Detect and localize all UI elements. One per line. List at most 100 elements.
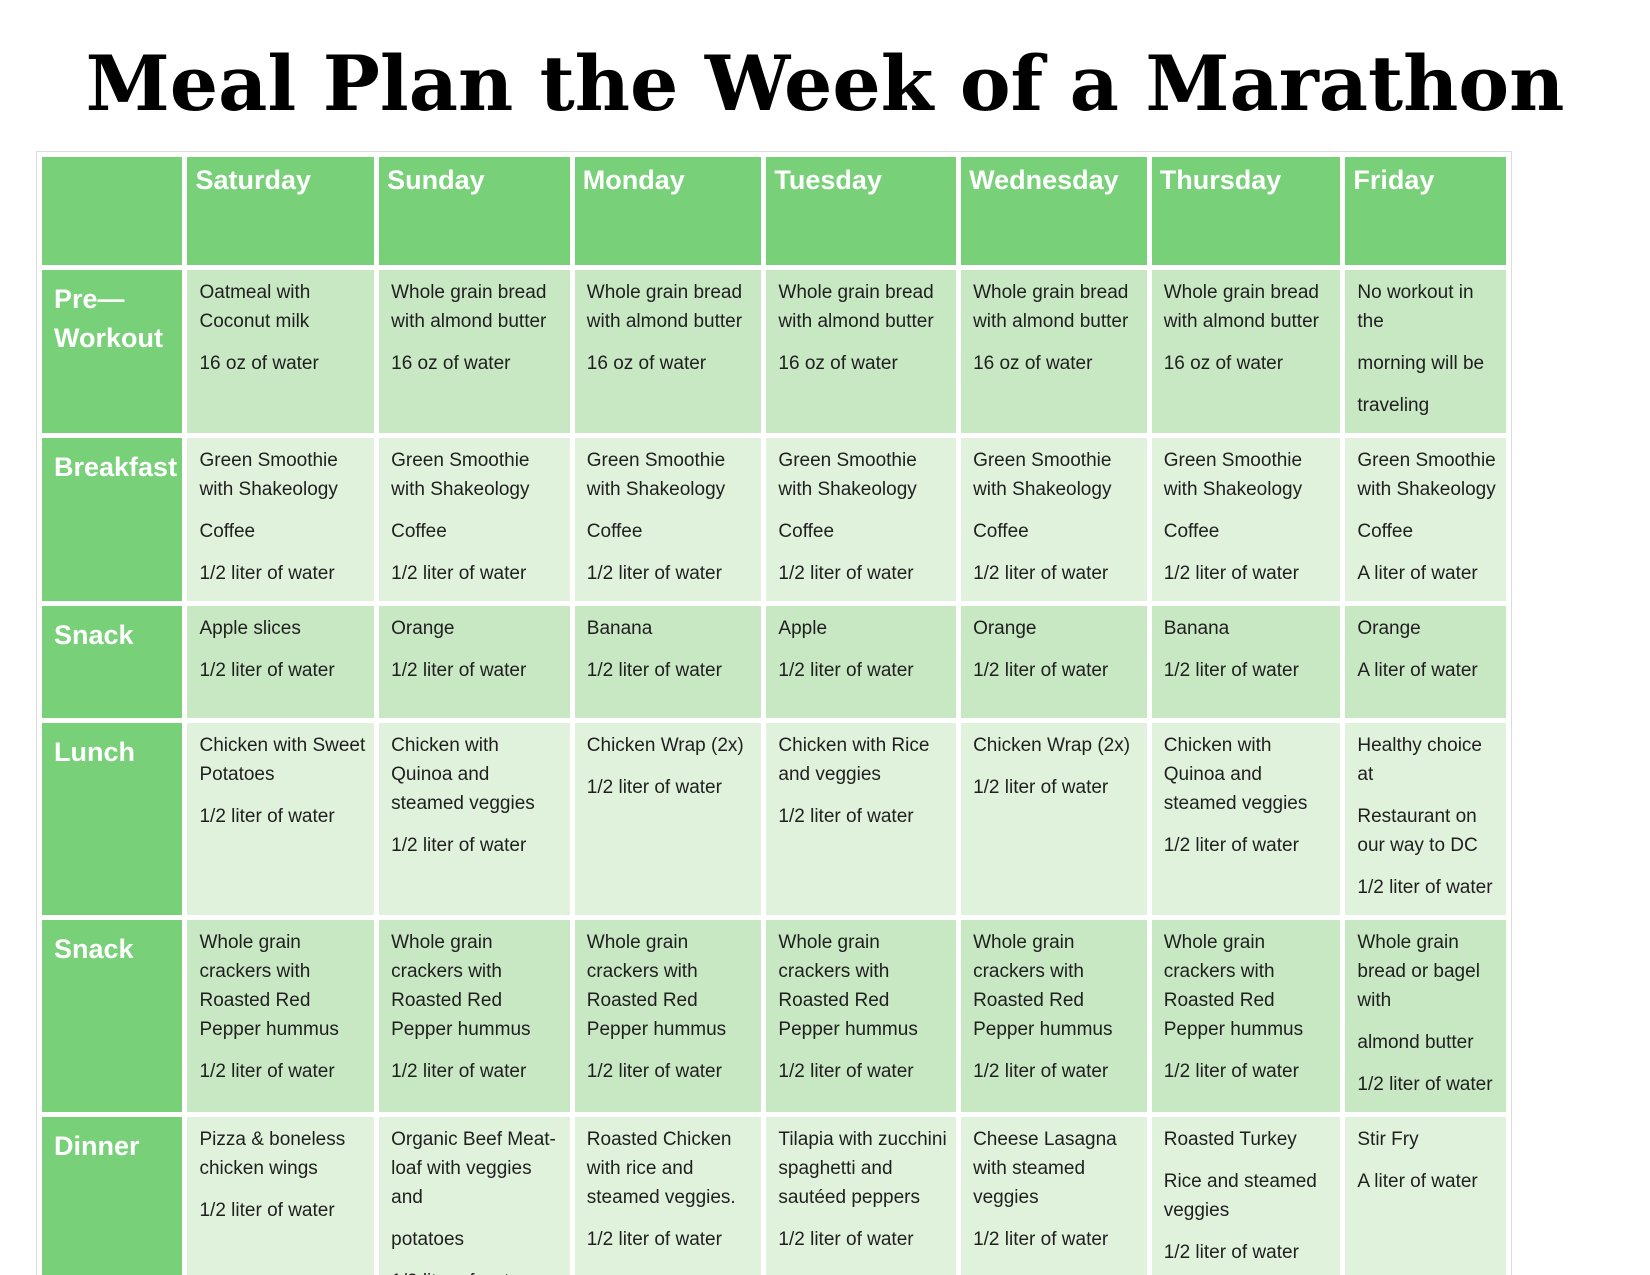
col-header-tuesday: Tuesday bbox=[766, 157, 957, 265]
meal-cell: Chicken with Quinoa and steamed veggies 1… bbox=[379, 723, 570, 915]
cell-text: Chicken Wrap (2x) bbox=[973, 735, 1131, 756]
cell-text: 1/2 liter of water bbox=[973, 1061, 1109, 1082]
meal-cell: Whole grain bread with almond butter 16 o… bbox=[574, 270, 762, 433]
cell-text: Whole grain crackers with Roasted Red Pe… bbox=[586, 932, 727, 1040]
col-header-wednesday: Wednesday bbox=[961, 157, 1147, 265]
page-title: Meal Plan the Week of a Marathon bbox=[85, 39, 1565, 128]
cell-text: Green Smoothie with Shakeology bbox=[391, 450, 530, 500]
cell-text: 1/2 liter of water bbox=[973, 563, 1109, 584]
cell-text: Chicken Wrap (2x) bbox=[586, 735, 744, 756]
cell-text: Coffee bbox=[1357, 521, 1414, 542]
meal-cell: Whole grain crackers with Roasted Red Pe… bbox=[766, 920, 957, 1112]
row-label-snack-am: Snack bbox=[42, 606, 183, 718]
cell-text: 1/2 liter of water bbox=[586, 563, 722, 584]
cell-text: Coffee bbox=[586, 521, 643, 542]
row-dinner: Dinner Pizza & boneless chicken wings 1/2… bbox=[42, 1117, 1506, 1275]
cell-text: Banana bbox=[1163, 618, 1230, 639]
cell-text: 1/2 liter of water bbox=[1163, 660, 1299, 681]
cell-text: Coffee bbox=[778, 521, 835, 542]
cell-text: Orange bbox=[1357, 618, 1421, 639]
cell-text: Coffee bbox=[973, 521, 1029, 542]
meal-cell: Oatmeal with Coconut milk 16 oz of water bbox=[187, 270, 375, 433]
cell-text: 1/2 liter of water bbox=[1163, 835, 1299, 856]
cell-text: Pizza & boneless chicken wings bbox=[199, 1129, 346, 1179]
header-row: Saturday Sunday Monday Tuesday Wednesday… bbox=[42, 157, 1506, 265]
meal-cell: Whole grain bread with almond butter 16 o… bbox=[1151, 270, 1341, 433]
meal-cell: Organic Beef Meat-loaf with veggies and p… bbox=[379, 1117, 570, 1275]
cell-text: 16 oz of water bbox=[199, 353, 319, 374]
row-pre-workout: Pre—Workout Oatmeal with Coconut milk 16 … bbox=[42, 270, 1506, 433]
cell-text: 16 oz of water bbox=[778, 353, 898, 374]
cell-text: 1/2 liter of water bbox=[199, 660, 335, 681]
cell-text: Banana bbox=[586, 618, 653, 639]
cell-text: Whole grain bread with almond butter bbox=[973, 282, 1129, 332]
cell-text: Roasted Turkey bbox=[1163, 1129, 1297, 1150]
cell-text: 1/2 liter of water bbox=[391, 1267, 562, 1275]
cell-text: Orange bbox=[391, 618, 455, 639]
corner-header-cell bbox=[42, 157, 183, 265]
row-label-dinner: Dinner bbox=[42, 1117, 183, 1275]
cell-text: Whole grain crackers with Roasted Red Pe… bbox=[973, 932, 1113, 1040]
cell-text: Whole grain bread with almond butter bbox=[1163, 282, 1319, 332]
cell-text: A liter of water bbox=[1357, 660, 1478, 681]
cell-text: Whole grain bread or bagel with bbox=[1357, 932, 1480, 1011]
cell-text: Organic Beef Meat-loaf with veggies and bbox=[391, 1129, 556, 1208]
cell-text: Green Smoothie with Shakeology bbox=[973, 450, 1112, 500]
meal-cell: Green Smoothie with Shakeology Coffee 1/2 … bbox=[1151, 438, 1341, 601]
cell-text: 1/2 liter of water bbox=[391, 660, 527, 681]
cell-text: 1/2 liter of water bbox=[778, 563, 914, 584]
meal-cell: Whole grain crackers with Roasted Red Pe… bbox=[961, 920, 1147, 1112]
meal-cell: Chicken with Sweet Potatoes 1/2 liter of … bbox=[187, 723, 375, 915]
cell-text: Whole grain crackers with Roasted Red Pe… bbox=[778, 932, 918, 1040]
cell-text: 1/2 liter of water bbox=[973, 1229, 1109, 1250]
cell-text: A liter of water bbox=[1357, 1171, 1478, 1192]
cell-text: Chicken with Quinoa and steamed veggies bbox=[391, 735, 535, 814]
meal-cell: Orange A liter of water bbox=[1345, 606, 1506, 718]
cell-text: Green Smoothie with Shakeology bbox=[778, 450, 917, 500]
meal-cell: Chicken Wrap (2x) 1/2 liter of water bbox=[961, 723, 1147, 915]
cell-text: A liter of water bbox=[1357, 563, 1478, 584]
cell-text: Coffee bbox=[1163, 521, 1220, 542]
cell-text: 16 oz of water bbox=[391, 353, 511, 374]
cell-text: Coffee bbox=[199, 521, 256, 542]
meal-cell: Cheese Lasagna with steamed veggies 1/2 l… bbox=[961, 1117, 1147, 1275]
cell-text: Cheese Lasagna with steamed veggies bbox=[973, 1129, 1117, 1208]
cell-text: Whole grain bread with almond butter bbox=[391, 282, 547, 332]
cell-text: Whole grain crackers with Roasted Red Pe… bbox=[391, 932, 531, 1040]
meal-cell: Chicken Wrap (2x) 1/2 liter of water bbox=[574, 723, 762, 915]
cell-text: morning will be bbox=[1357, 353, 1485, 374]
cell-text: 1/2 liter of water bbox=[391, 835, 527, 856]
cell-text: 1/2 liter of water bbox=[778, 1061, 914, 1082]
cell-text: 1/2 liter of water bbox=[1357, 877, 1493, 898]
cell-text: 1/2 liter of water bbox=[1163, 563, 1299, 584]
cell-text: Restaurant on our way to DC bbox=[1357, 806, 1478, 856]
cell-text: 1/2 liter of water bbox=[778, 806, 914, 827]
cell-text: Whole grain bread with almond butter bbox=[586, 282, 743, 332]
cell-text: 1/2 liter of water bbox=[1357, 1074, 1493, 1095]
cell-text: 1/2 liter of water bbox=[973, 777, 1109, 798]
meal-cell: Green Smoothie with Shakeology Coffee 1/2 … bbox=[379, 438, 570, 601]
cell-text: 1/2 liter of water bbox=[199, 1200, 335, 1221]
meal-cell: Stir Fry A liter of water bbox=[1345, 1117, 1506, 1275]
cell-text: 1/2 liter of water bbox=[1163, 1242, 1299, 1263]
row-label-breakfast: Breakfast bbox=[42, 438, 183, 601]
row-label-snack-pm: Snack bbox=[42, 920, 183, 1112]
cell-text: Chicken with Sweet Potatoes bbox=[199, 735, 366, 785]
meal-cell: Pizza & boneless chicken wings 1/2 liter … bbox=[187, 1117, 375, 1275]
cell-text: 16 oz of water bbox=[586, 353, 707, 374]
cell-text: Rice and steamed veggies bbox=[1163, 1171, 1317, 1221]
cell-text: Tilapia with zucchini spaghetti and saut… bbox=[778, 1129, 947, 1208]
cell-text: Whole grain bread with almond butter bbox=[778, 282, 934, 332]
meal-cell: Banana 1/2 liter of water bbox=[574, 606, 762, 718]
col-header-thursday: Thursday bbox=[1151, 157, 1341, 265]
cell-text: Apple slices bbox=[199, 618, 301, 639]
cell-text: almond butter bbox=[1357, 1032, 1474, 1053]
row-lunch: Lunch Chicken with Sweet Potatoes 1/2 lit… bbox=[42, 723, 1506, 915]
meal-cell: Healthy choice at Restaurant on our way t… bbox=[1345, 723, 1506, 915]
meal-plan-table: Saturday Sunday Monday Tuesday Wednesday… bbox=[36, 151, 1512, 1275]
col-header-friday: Friday bbox=[1345, 157, 1506, 265]
row-snack-am: Snack Apple slices 1/2 liter of water Ora… bbox=[42, 606, 1506, 718]
meal-cell: Whole grain crackers with Roasted Red Pe… bbox=[574, 920, 762, 1112]
meal-cell: Whole grain bread or bagel with almond bu… bbox=[1345, 920, 1506, 1112]
